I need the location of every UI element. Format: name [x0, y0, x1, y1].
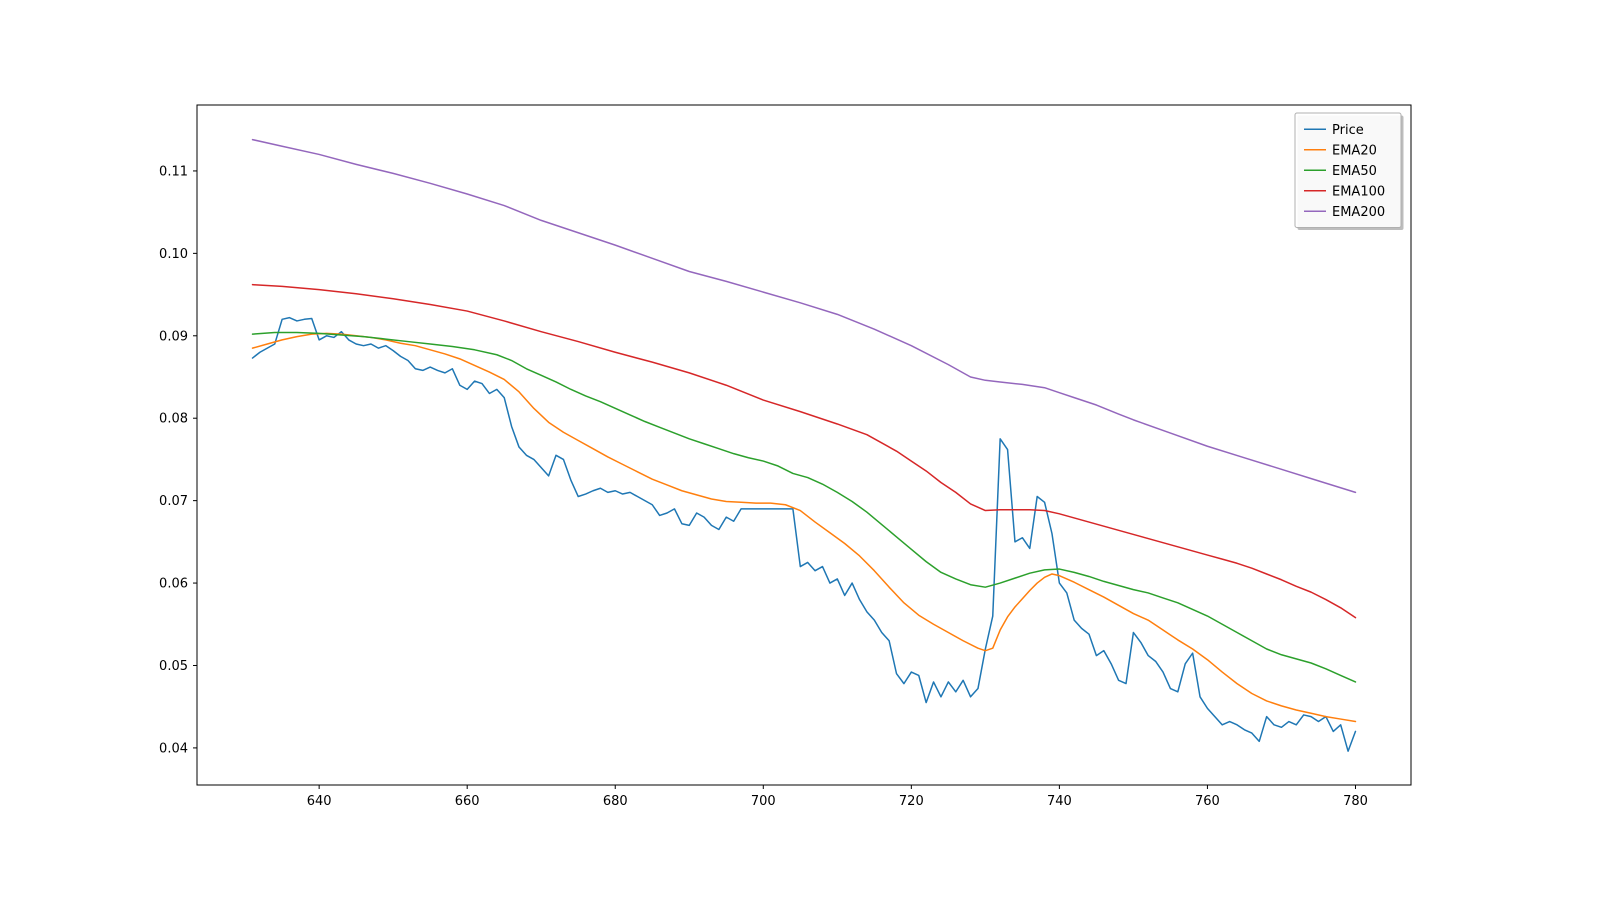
x-tick-label: 700: [751, 794, 776, 809]
x-axis: 640 660 680 700 720 740 760 780: [307, 785, 1368, 809]
y-tick-label: 0.08: [159, 412, 188, 427]
series-line-ema20: [251, 332, 1357, 723]
y-tick-label: 0.06: [159, 577, 188, 592]
y-tick-label: 0.09: [159, 329, 188, 344]
x-tick-label: 720: [899, 794, 924, 809]
legend-label-ema50: EMA50: [1332, 164, 1377, 179]
legend-label-ema20: EMA20: [1332, 143, 1377, 158]
x-tick-label: 780: [1343, 794, 1368, 809]
y-tick-label: 0.05: [159, 659, 188, 674]
x-tick-label: 760: [1195, 794, 1220, 809]
plot-frame: [196, 104, 1412, 786]
y-tick-label: 0.10: [159, 247, 188, 262]
y-tick-label: 0.11: [159, 164, 188, 179]
y-tick-label: 0.04: [159, 741, 188, 756]
series-line-ema200: [251, 138, 1357, 494]
y-tick-label: 0.07: [159, 494, 188, 509]
legend: Price EMA20 EMA50 EMA100 EMA200: [1294, 112, 1404, 230]
legend-box: [1294, 112, 1402, 228]
x-tick-label: 640: [307, 794, 332, 809]
legend-label-ema200: EMA200: [1332, 205, 1385, 220]
series-line-ema50: [251, 331, 1357, 683]
series-line-price: [251, 316, 1357, 752]
x-tick-label: 740: [1047, 794, 1072, 809]
legend-label-ema100: EMA100: [1332, 184, 1385, 199]
x-tick-label: 660: [455, 794, 480, 809]
x-tick-label: 680: [603, 794, 628, 809]
series-line-ema100: [251, 283, 1357, 619]
legend-label-price: Price: [1332, 123, 1364, 138]
y-axis: 0.04 0.05 0.06 0.07 0.08 0.09 0.10 0.11: [159, 164, 197, 756]
